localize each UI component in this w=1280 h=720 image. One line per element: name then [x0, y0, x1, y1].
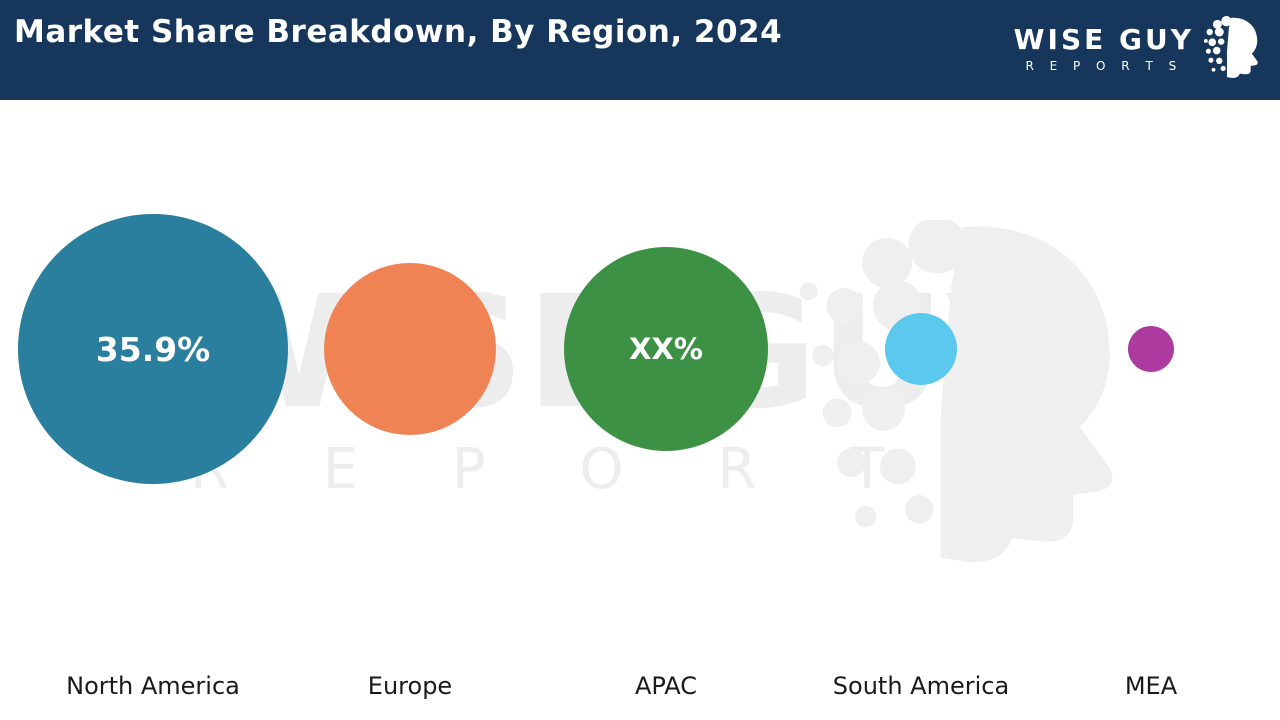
category-label-europe: Europe — [367, 672, 453, 700]
bubble-chart-area: WISE GUY R E P O R T S 35.9% North Ameri… — [0, 100, 1280, 720]
bubble-value-north-america: 35.9% — [95, 329, 211, 369]
category-label-apac: APAC — [634, 672, 698, 700]
bubble-south-america — [885, 313, 957, 385]
logo-wordmark: WISE GUY R E P O R T S — [1014, 23, 1194, 73]
bubble-value-apac: XX% — [629, 332, 703, 366]
category-label-mea: MEA — [1124, 672, 1178, 700]
category-label-north-america: North America — [66, 672, 240, 700]
logo-reports-text: R E P O R T S — [1025, 59, 1183, 73]
watermark-reports: R E P O R T S — [190, 437, 1052, 502]
brand-logo: WISE GUY R E P O R T S — [1014, 12, 1266, 84]
bubble-europe — [324, 263, 496, 435]
watermark-head-icon — [799, 220, 1113, 563]
page-title: Market Share Breakdown, By Region, 2024 — [14, 14, 783, 50]
bubble-apac: XX% — [564, 247, 768, 451]
logo-wiseguy-text: WISE GUY — [1013, 23, 1194, 56]
bubble-mea — [1128, 326, 1174, 372]
header-bar: Market Share Breakdown, By Region, 2024 … — [0, 0, 1280, 100]
wise-guy-head-icon — [1203, 16, 1258, 78]
bubble-north-america: 35.9% — [18, 214, 288, 484]
category-label-south-america: South America — [832, 672, 1010, 700]
